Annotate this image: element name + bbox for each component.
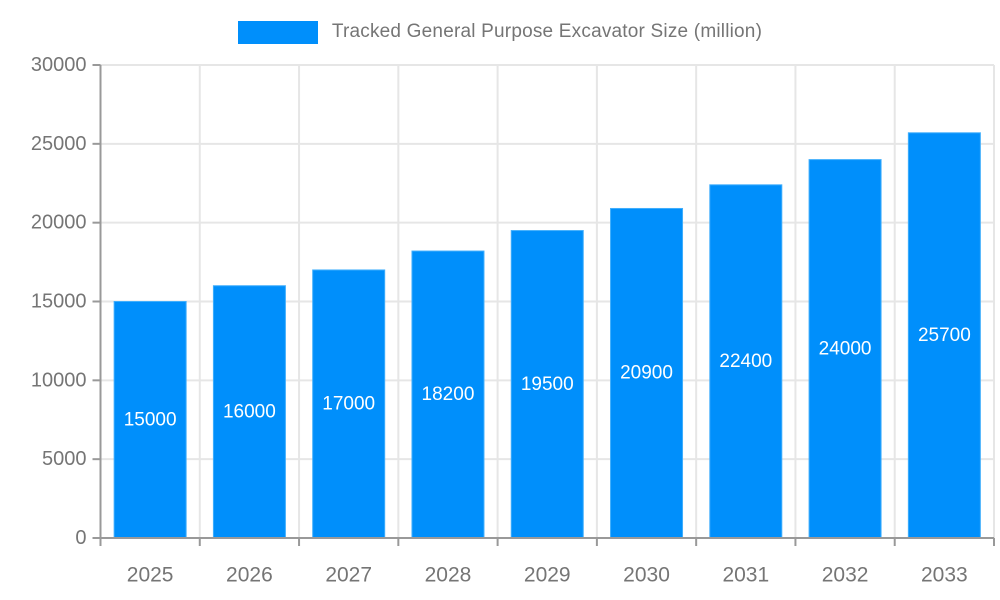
bar-value-label: 19500	[521, 374, 574, 395]
bar-2032	[808, 159, 882, 539]
bar-2030	[610, 207, 684, 539]
y-tick-label: 30000	[31, 54, 87, 76]
legend-label: Tracked General Purpose Excavator Size (…	[331, 21, 763, 42]
bar-value-label: 17000	[322, 393, 375, 414]
bar-value-label: 22400	[719, 351, 772, 372]
x-tick-label: 2031	[722, 564, 769, 587]
bar-2033	[907, 132, 981, 539]
bar-2029	[510, 230, 584, 539]
x-tick-label: 2032	[822, 564, 869, 587]
bar-value-label: 18200	[422, 384, 475, 405]
bar-2027	[312, 269, 386, 539]
legend-item[interactable]: Tracked General Purpose Excavator Size (…	[0, 18, 1000, 46]
y-tick-label: 0	[75, 527, 86, 549]
bar-2028	[411, 250, 485, 539]
bar-2025	[113, 301, 187, 539]
bar-value-label: 15000	[124, 409, 177, 430]
y-tick-label: 20000	[31, 212, 87, 234]
x-tick-label: 2030	[623, 564, 670, 587]
bar-value-label: 24000	[819, 338, 872, 359]
x-tick-label: 2029	[524, 564, 571, 587]
y-tick-label: 5000	[42, 448, 87, 470]
x-tick-label: 2027	[325, 564, 372, 587]
bar-value-label: 20900	[620, 363, 673, 384]
x-tick-label: 2026	[226, 564, 273, 587]
y-tick-label: 10000	[31, 369, 87, 391]
y-tick-label: 25000	[31, 133, 87, 155]
x-tick-label: 2033	[921, 564, 968, 587]
legend-swatch-icon	[237, 20, 318, 44]
bar-2031	[709, 184, 783, 539]
y-tick-label: 15000	[31, 291, 87, 313]
bar-2026	[212, 285, 286, 539]
bar-value-label: 25700	[918, 325, 971, 346]
x-tick-label: 2025	[127, 564, 174, 587]
bar-value-label: 16000	[223, 401, 276, 422]
x-tick-label: 2028	[425, 564, 472, 587]
